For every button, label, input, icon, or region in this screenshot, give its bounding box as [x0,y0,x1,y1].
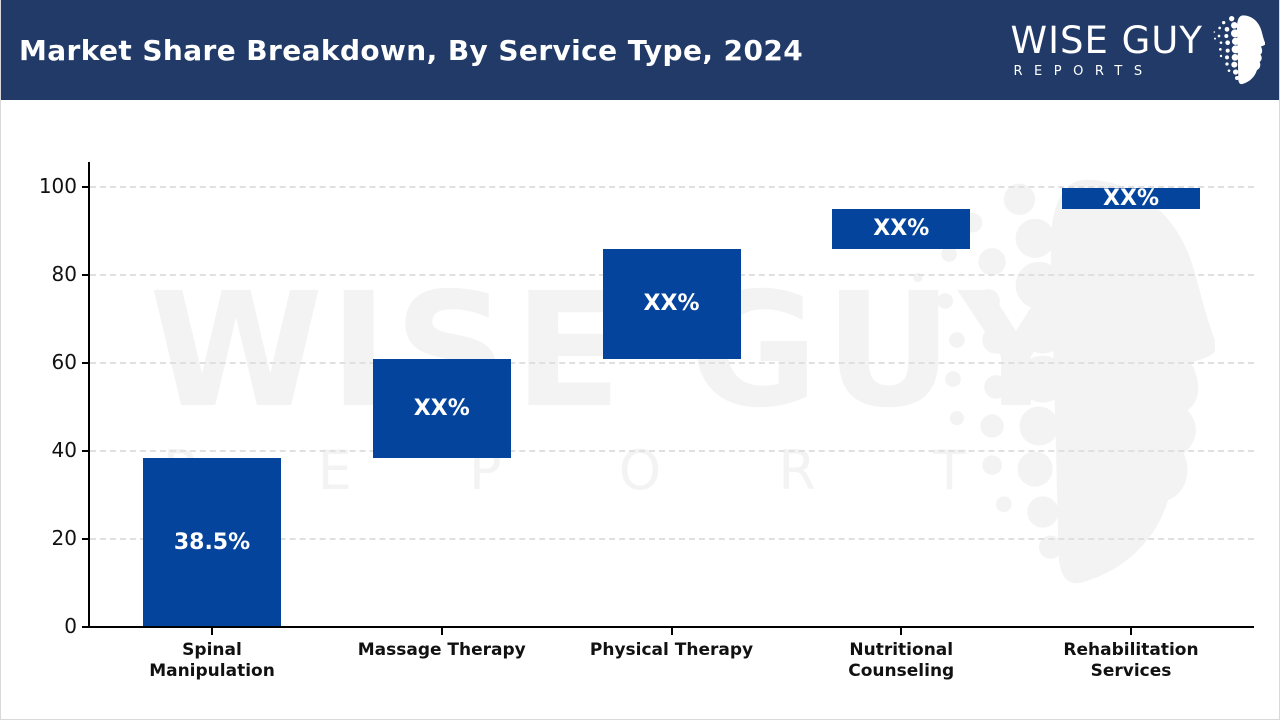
x-axis-spine [88,626,1254,628]
bar-rehabilitation-services: XX% [1062,185,1200,211]
logo-text: WISE GUY REPORTS [1011,22,1203,79]
logo-subtitle: REPORTS [1013,63,1154,79]
y-tick-label: 0 [64,613,77,638]
header: Market Share Breakdown, By Service Type,… [1,0,1279,100]
bar-physical-therapy: XX% [602,248,741,359]
x-axis-tick [670,628,673,635]
y-axis-tick [82,274,88,276]
bar-value-label: XX% [643,291,700,317]
bar-value-label: XX% [1103,185,1159,211]
gridline [90,450,1254,452]
x-axis-tick [1130,628,1132,635]
logo-wordmark: WISE GUY [1010,18,1203,62]
category-label: Spinal Manipulation [149,640,275,682]
bar-nutritional-counseling: XX% [832,209,971,249]
x-axis-tick [440,628,443,635]
page-title: Market Share Breakdown, By Service Type,… [19,33,804,67]
bar-value-label: XX% [413,395,470,421]
bar-spinal-manipulation: 38.5% [143,457,281,627]
y-tick-label: 20 [51,525,77,550]
y-tick-label: 80 [51,261,77,286]
y-axis-tick [82,450,88,452]
y-tick-label: 60 [51,349,77,374]
y-axis-tick [82,186,88,188]
category-label: Nutritional Counseling [848,640,955,682]
y-axis-tick [82,626,88,628]
watermark-subtitle: R E P O R T S [163,439,1168,502]
x-axis-tick [900,628,903,635]
y-axis-spine [88,162,90,628]
bar-massage-therapy: XX% [372,358,511,458]
gridline [90,538,1254,540]
y-axis-tick [82,362,88,364]
wise-guy-logo: WISE GUY REPORTS [1011,6,1269,94]
y-tick-label: 100 [38,173,77,198]
bar-value-label: XX% [873,216,930,242]
category-label: Rehabilitation Services [1063,640,1199,682]
y-tick-label: 40 [51,437,77,462]
x-axis-tick [211,628,213,635]
category-label: Physical Therapy [589,640,754,660]
gridline [90,362,1254,364]
bar-value-label: 38.5% [173,529,251,555]
y-axis-tick [82,538,88,540]
category-label: Massage Therapy [357,640,526,660]
logo-head-icon [1205,6,1265,94]
gridline [90,186,1254,188]
